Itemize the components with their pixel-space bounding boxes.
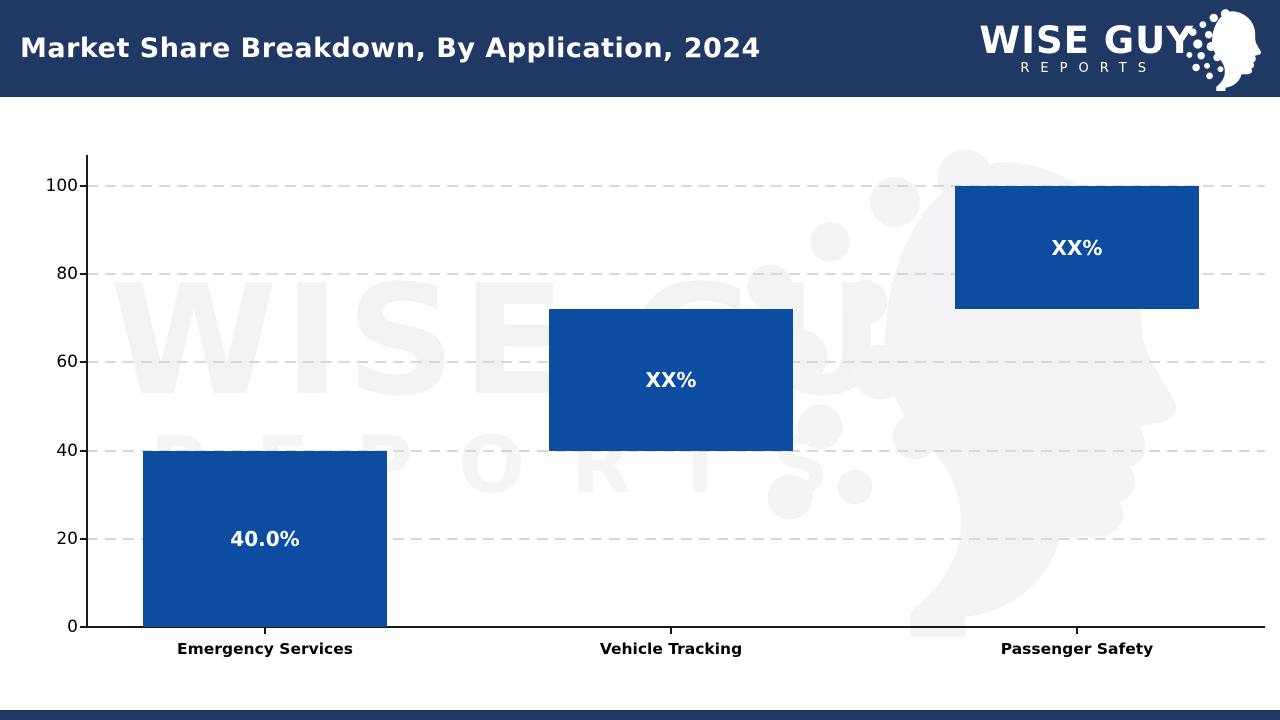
- brand-logo: WISE GUY REPORTS: [979, 7, 1280, 91]
- gridline: [87, 537, 1265, 540]
- wiseguy-head-icon: [1186, 8, 1262, 91]
- y-tick-label: 80: [56, 264, 78, 285]
- chart-area: WISE GUY REPORTS 02040608010040.0%Emerge…: [0, 97, 1280, 710]
- y-tick-label: 0: [67, 617, 78, 637]
- bar: 40.0%: [143, 450, 387, 627]
- y-tick-label: 60: [56, 352, 78, 373]
- bar-value-label: XX%: [645, 368, 697, 393]
- y-tick-label: 100: [45, 176, 78, 196]
- x-category-label: Vehicle Tracking: [599, 640, 743, 658]
- page-title: Market Share Breakdown, By Application, …: [20, 33, 761, 64]
- y-tick-mark: [80, 537, 87, 540]
- x-axis-line: [86, 626, 1265, 628]
- y-tick-mark: [80, 273, 87, 276]
- bar: XX%: [549, 309, 793, 451]
- y-tick-mark: [80, 449, 87, 452]
- brand-text: WISE GUY REPORTS: [979, 22, 1194, 76]
- gridline: [87, 449, 1265, 452]
- y-tick-mark: [80, 361, 87, 364]
- gridline: [87, 185, 1265, 187]
- bar-value-label: 40.0%: [230, 526, 300, 551]
- brand-wordmark: WISE GUY: [979, 18, 1194, 62]
- y-tick-label: 40: [56, 440, 78, 461]
- x-tick-mark: [1076, 627, 1078, 634]
- y-tick-mark: [80, 626, 87, 628]
- x-category-label: Emergency Services: [177, 640, 353, 658]
- gridline: [87, 273, 1265, 276]
- footer-bar: [0, 710, 1280, 720]
- y-tick-mark: [80, 185, 87, 187]
- y-axis-line: [86, 155, 88, 627]
- header-bar: Market Share Breakdown, By Application, …: [0, 0, 1280, 97]
- x-category-label: Passenger Safety: [1000, 640, 1154, 658]
- x-tick-mark: [264, 627, 266, 634]
- brand-subtext: REPORTS: [1020, 60, 1157, 76]
- x-tick-mark: [670, 627, 672, 634]
- bar-value-label: XX%: [1051, 235, 1103, 260]
- y-tick-label: 20: [56, 528, 78, 549]
- bar: XX%: [955, 186, 1199, 310]
